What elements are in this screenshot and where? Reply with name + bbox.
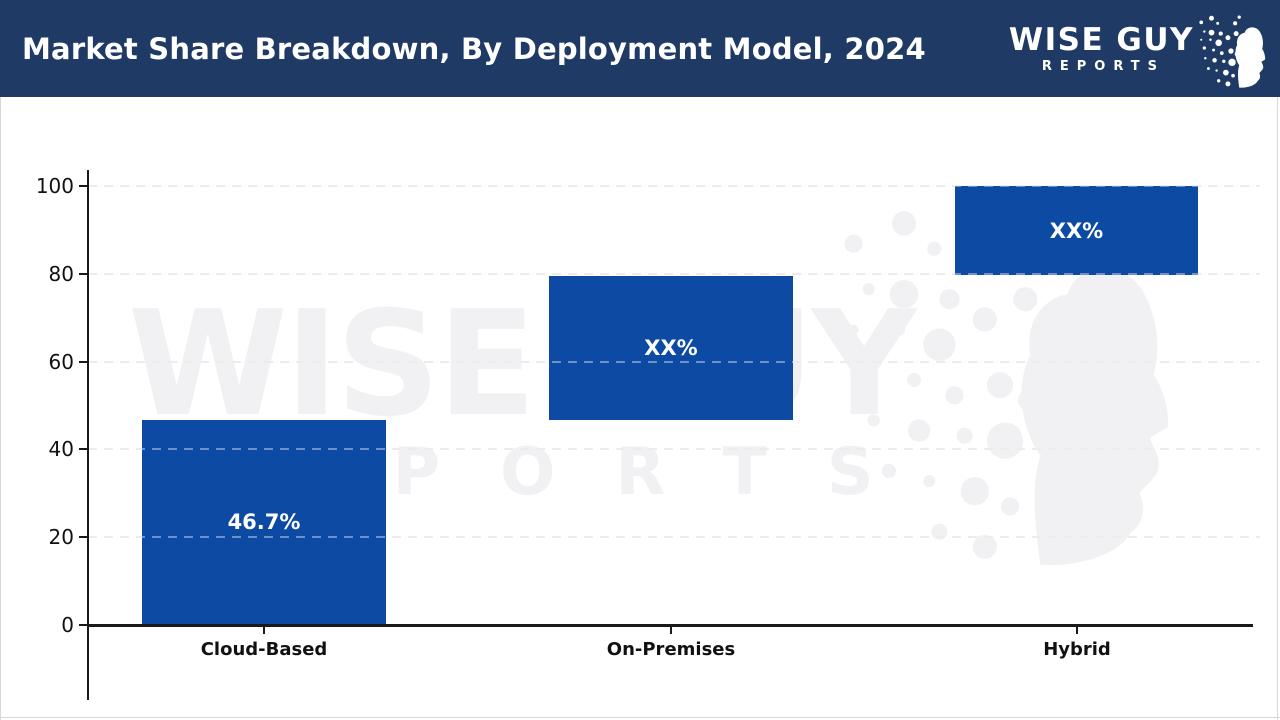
- page-title: Market Share Breakdown, By Deployment Mo…: [22, 31, 926, 66]
- logo-wiseguy-text: WISE GUY: [1008, 22, 1194, 59]
- gridline-80: [88, 272, 1260, 275]
- x-axis-label-on-premises: On-Premises: [606, 639, 736, 660]
- watermark-wiseguy-text: WISE GUY: [128, 280, 917, 449]
- y-tick-label-100: 100: [35, 174, 74, 198]
- bar-value-label-on-premises: XX%: [644, 335, 698, 360]
- gridline-overlay-40: [88, 448, 1260, 451]
- y-tick-40: [79, 448, 88, 451]
- y-tick-100: [79, 185, 88, 187]
- y-tick-label-20: 20: [48, 525, 74, 550]
- gridline-overlay-100: [88, 185, 1260, 187]
- dotted-face-icon: [1199, 15, 1266, 88]
- gridline-40: [88, 448, 1260, 451]
- gridline-overlay-20: [88, 536, 1260, 539]
- y-tick-80: [79, 272, 88, 275]
- gridline-100: [88, 185, 1260, 187]
- y-tick-60: [79, 360, 88, 363]
- x-tick-hybrid: [1076, 625, 1078, 634]
- bar-cloud-based: 46.7%: [142, 419, 386, 625]
- x-axis-label-cloud-based: Cloud-Based: [200, 639, 328, 660]
- watermark-dotted-face-icon: [844, 210, 1169, 565]
- gridline-overlay-80: [88, 272, 1260, 275]
- x-axis-label-hybrid: Hybrid: [1043, 639, 1111, 660]
- y-tick-0: [79, 624, 88, 626]
- figure-bottom-border: [0, 717, 1280, 718]
- header-bar: Market Share Breakdown, By Deployment Mo…: [0, 0, 1280, 97]
- bar-value-label-hybrid: XX%: [1049, 218, 1104, 243]
- logo-reports-text: REPORTS: [1041, 58, 1166, 74]
- gridline-overlay-60: [88, 360, 1260, 363]
- y-tick-label-0: 0: [61, 613, 74, 637]
- y-tick-label-40: 40: [48, 437, 74, 462]
- wise-guy-reports-logo: WISE GUY REPORTS: [1009, 9, 1266, 89]
- figure-left-border: [0, 97, 1, 720]
- logo-text: WISE GUY REPORTS: [1009, 24, 1194, 74]
- x-tick-cloud-based: [263, 625, 265, 634]
- plot-area: 0 20 40 60 80 100 46.7% XX% XX% Cloud-Based On-Pre…: [0, 97, 1280, 720]
- y-axis-line: [87, 170, 89, 700]
- bar-hybrid: XX%: [955, 186, 1198, 276]
- figure-right-border: [1277, 97, 1278, 720]
- x-tick-on-premises: [670, 625, 672, 634]
- y-tick-label-80: 80: [48, 261, 74, 286]
- bar-value-label-cloud-based: 46.7%: [227, 510, 301, 535]
- gridline-20: [88, 536, 1260, 539]
- bar-on-premises: XX%: [549, 275, 793, 420]
- y-tick-20: [79, 536, 88, 539]
- y-tick-label-60: 60: [48, 349, 74, 374]
